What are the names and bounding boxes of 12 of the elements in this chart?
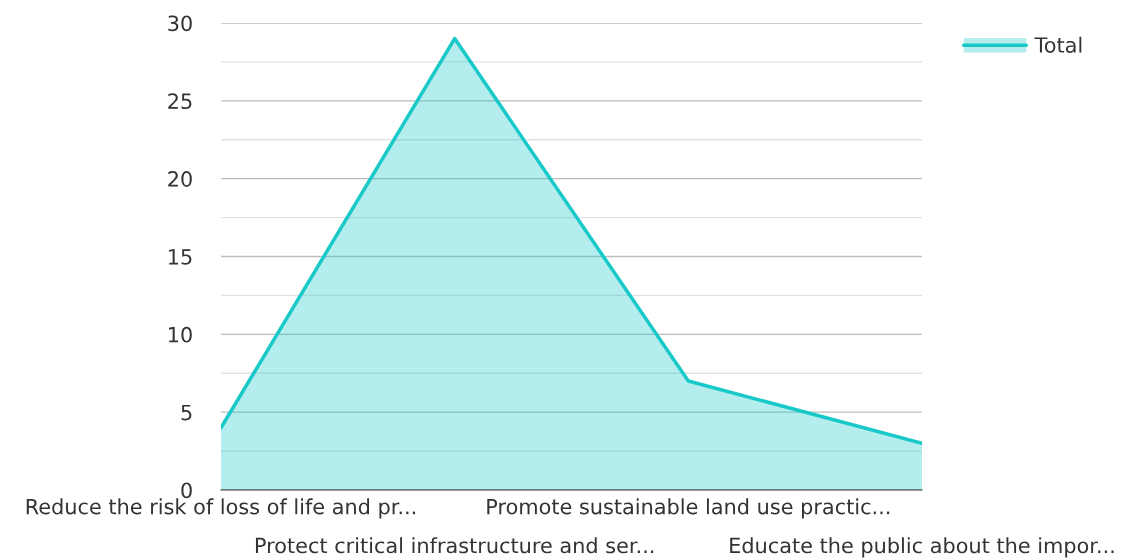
x-tick-label: Protect critical infrastructure and ser... [255, 537, 654, 554]
x-tick-label: Educate the public about the impor... [730, 537, 1114, 558]
y-tick-label: 10 [169, 326, 192, 343]
y-tick-label: 20 [168, 171, 192, 187]
y-tick-label: 0 [181, 482, 192, 499]
x-tick-label: Promote sustainable land use practic... [487, 498, 890, 519]
y-tick-label: 5 [181, 404, 192, 421]
legend-label: Total [1034, 36, 1082, 53]
y-tick-label: 15 [169, 249, 192, 265]
y-tick-label: 25 [168, 93, 192, 110]
x-tick-label: Reduce the risk of loss of life and pr... [26, 498, 416, 519]
y-tick-label: 30 [168, 15, 192, 32]
